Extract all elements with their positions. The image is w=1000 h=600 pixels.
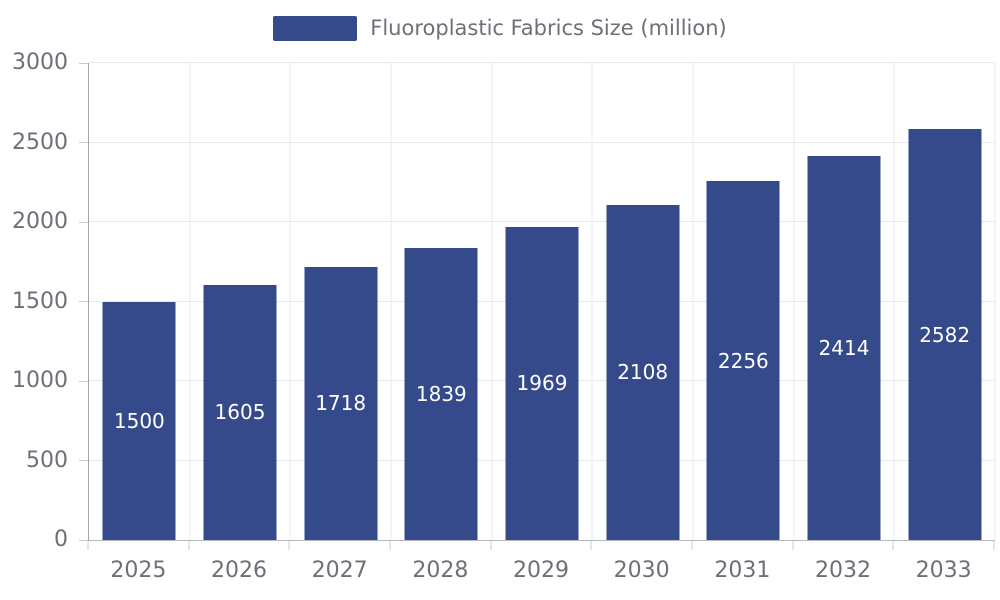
x-axis-tick-label: 2026: [210, 558, 267, 583]
x-axis-tick-label: 2029: [513, 558, 569, 583]
gridline-vertical: [390, 63, 392, 540]
bars-layer: 1500 1605 1718 1839 1969 2108 2256 2414 2582: [89, 63, 995, 540]
y-axis-labels: 0 500 1000 1500 2000 2500 3000: [0, 52, 74, 551]
bar-value-label: 2582: [919, 322, 971, 347]
bar-value-label: 1500: [113, 408, 165, 433]
bar[interactable]: 1605: [203, 284, 277, 540]
bar-value-label: 2108: [617, 360, 669, 385]
y-axis-tick-mark: [79, 221, 88, 223]
bar[interactable]: 2582: [908, 129, 982, 540]
gridline-vertical: [994, 63, 996, 540]
x-axis-tick-label: 2032: [815, 558, 871, 583]
x-axis-tick-mark: [691, 541, 693, 550]
y-axis-tick-mark: [79, 142, 88, 143]
x-axis-ticks: [87, 541, 995, 550]
x-axis-tick-mark: [993, 541, 995, 550]
x-axis-tick-label: 2028: [412, 558, 469, 583]
x-axis-tick-label: 2025: [110, 558, 167, 583]
bar[interactable]: 2108: [606, 204, 680, 540]
gridline-horizontal: [89, 141, 995, 143]
x-axis-tick-label: 2033: [915, 558, 972, 583]
gridline-vertical: [491, 63, 493, 540]
x-axis-tick-mark: [87, 541, 89, 550]
gridline-horizontal: [89, 221, 995, 223]
bar-value-label: 2256: [717, 348, 769, 373]
x-axis-tick-mark: [792, 541, 794, 550]
bar[interactable]: 1839: [404, 247, 478, 540]
y-axis-tick-mark: [79, 539, 88, 541]
legend-label: Fluoroplastic Fabrics Size (million): [370, 16, 727, 40]
bar-value-label: 1969: [516, 371, 568, 396]
x-axis-tick-mark: [188, 541, 190, 550]
y-axis-tick-label: 1000: [12, 368, 68, 394]
gridline-vertical: [692, 63, 694, 540]
y-axis-tick-label: 0: [54, 527, 68, 552]
gridline-vertical: [189, 63, 191, 540]
y-axis-tick-mark: [79, 380, 88, 382]
bar[interactable]: 2414: [807, 156, 881, 540]
y-axis-tick-mark: [79, 301, 88, 302]
x-axis-tick-label: 2031: [714, 558, 771, 583]
legend-swatch: [273, 16, 358, 41]
x-axis-tick-label: 2030: [613, 558, 670, 583]
x-axis-tick-mark: [590, 541, 592, 550]
y-axis-tick-mark: [79, 460, 88, 462]
y-axis-tick-label: 2500: [12, 129, 68, 155]
bar-value-label: 2414: [818, 336, 870, 361]
gridline-vertical: [591, 63, 593, 540]
gridline-horizontal: [89, 62, 995, 63]
plot-area: 1500 1605 1718 1839 1969 2108 2256 2414 2582: [88, 62, 996, 541]
x-axis-tick-label: 2027: [311, 558, 368, 583]
y-axis-tick-label: 2000: [12, 209, 68, 235]
bar[interactable]: 2256: [706, 181, 780, 540]
gridline-vertical: [793, 63, 795, 540]
x-axis-tick-mark: [490, 541, 492, 550]
y-axis-tick-label: 3000: [12, 50, 68, 75]
gridline-vertical: [893, 63, 895, 540]
x-axis-tick-mark: [389, 541, 391, 550]
gridline-vertical: [289, 63, 291, 540]
x-axis-tick-mark: [892, 541, 894, 550]
bar-value-label: 1839: [415, 381, 467, 406]
bar-value-label: 1605: [214, 400, 266, 425]
legend[interactable]: Fluoroplastic Fabrics Size (million): [0, 16, 1000, 41]
y-axis-ticks: [79, 62, 88, 541]
bar-value-label: 1718: [315, 391, 367, 416]
x-axis-tick-mark: [288, 541, 290, 550]
x-axis-labels: 2025 2026 2027 2028 2029 2030 2031 2032 2033: [88, 546, 994, 590]
y-axis-tick-label: 500: [26, 447, 68, 473]
y-axis-tick-label: 1500: [12, 288, 68, 314]
y-axis-tick-mark: [79, 62, 88, 64]
bar[interactable]: 1500: [102, 301, 176, 540]
bar[interactable]: 1969: [505, 226, 579, 540]
bar[interactable]: 1718: [304, 266, 378, 540]
